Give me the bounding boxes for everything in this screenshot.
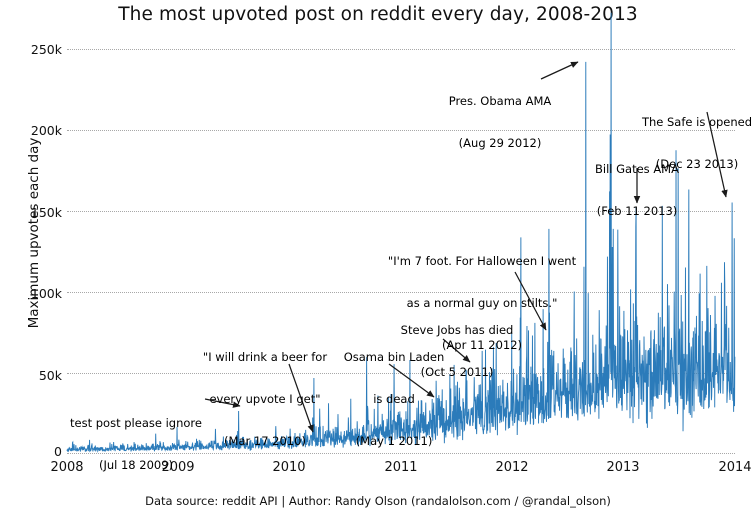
arrow-test-post	[204, 398, 241, 408]
y-tick-0: 0	[54, 444, 62, 459]
annotation-gates-ama-line2: (Feb 11 2013)	[596, 204, 678, 219]
annotation-steve-jobs: Steve Jobs has died (Oct 5 2011)	[384, 295, 530, 407]
annotation-stilts: "I'm 7 foot. For Halloween I went as a n…	[382, 226, 582, 380]
annotation-test-post-line1: test post please ignore	[70, 416, 202, 431]
annotation-bin-laden-line2: is dead	[373, 392, 415, 407]
arrow-obama	[540, 61, 579, 80]
arrow-safe	[706, 111, 728, 198]
annotation-obama-ama-line1: Pres. Obama AMA	[448, 94, 552, 109]
annotation-the-safe-line2: (Dec 23 2013)	[655, 157, 739, 172]
x-tick-2009: 2009	[161, 460, 195, 475]
annotation-stilts-line1: "I'm 7 foot. For Halloween I went	[387, 254, 577, 269]
annotation-obama-ama: Pres. Obama AMA (Aug 29 2012)	[441, 66, 559, 178]
annotation-gates-ama: Bill Gates AMA (Feb 11 2013)	[580, 134, 694, 246]
arrow-beer	[288, 363, 314, 433]
arrow-stilts	[514, 271, 547, 331]
gridline-150k	[67, 211, 735, 212]
gridline-250k	[67, 49, 735, 50]
annotation-stilts-line3: (Apr 11 2012)	[441, 338, 523, 353]
x-tick-2008: 2008	[50, 460, 84, 475]
y-tick-200k: 200k	[30, 123, 62, 138]
arrow-steve-jobs	[442, 338, 471, 363]
annotation-test-post-line2: (Jul 18 2009)	[98, 458, 174, 473]
x-tick-2014: 2014	[718, 460, 752, 475]
annotation-the-safe-line1: The Safe is opened	[641, 115, 753, 130]
x-tick-2012: 2012	[495, 460, 529, 475]
annotation-beer-line2: every upvote I get"	[209, 392, 321, 407]
annotation-bin-laden-line1: Osama bin Laden	[343, 350, 445, 365]
gridline-0	[67, 453, 735, 454]
gridline-200k	[67, 130, 735, 131]
annotation-beer-line3: (Mar 17 2010)	[224, 434, 306, 449]
y-tick-50k: 50k	[38, 368, 62, 383]
y-axis-ticks: 250k 200k 150k 100k 50k 0	[14, 0, 62, 519]
annotation-beer: "I will drink a beer for every upvote I …	[194, 322, 336, 476]
annotation-steve-jobs-line1: Steve Jobs has died	[400, 323, 514, 338]
annotation-bin-laden: Osama bin Laden is dead (May 1 2011)	[338, 322, 450, 476]
annotation-test-post: test post please ignore (Jul 18 2009)	[66, 388, 206, 500]
annotation-obama-ama-line2: (Aug 29 2012)	[458, 136, 542, 151]
chart-title: The most upvoted post on reddit every da…	[118, 4, 638, 25]
x-tick-2011: 2011	[384, 460, 418, 475]
annotation-arrows	[204, 61, 728, 433]
upvotes-series-line	[66, 12, 736, 453]
source-note: Data source: reddit API | Author: Randy …	[145, 494, 611, 508]
x-tick-2013: 2013	[606, 460, 640, 475]
annotation-beer-line1: "I will drink a beer for	[202, 350, 328, 365]
annotation-bin-laden-line3: (May 1 2011)	[355, 434, 433, 449]
annotation-the-safe: The Safe is opened (Dec 23 2013)	[640, 87, 754, 199]
annotation-stilts-line2: as a normal guy on stilts."	[406, 296, 558, 311]
annotation-gates-ama-line1: Bill Gates AMA	[595, 162, 679, 177]
annotation-steve-jobs-line2: (Oct 5 2011)	[420, 365, 494, 380]
x-tick-2010: 2010	[272, 460, 306, 475]
y-tick-250k: 250k	[30, 42, 62, 57]
y-tick-150k: 150k	[30, 205, 62, 220]
gridline-100k	[67, 292, 735, 293]
arrow-bin-laden	[388, 363, 435, 398]
y-tick-100k: 100k	[30, 286, 62, 301]
